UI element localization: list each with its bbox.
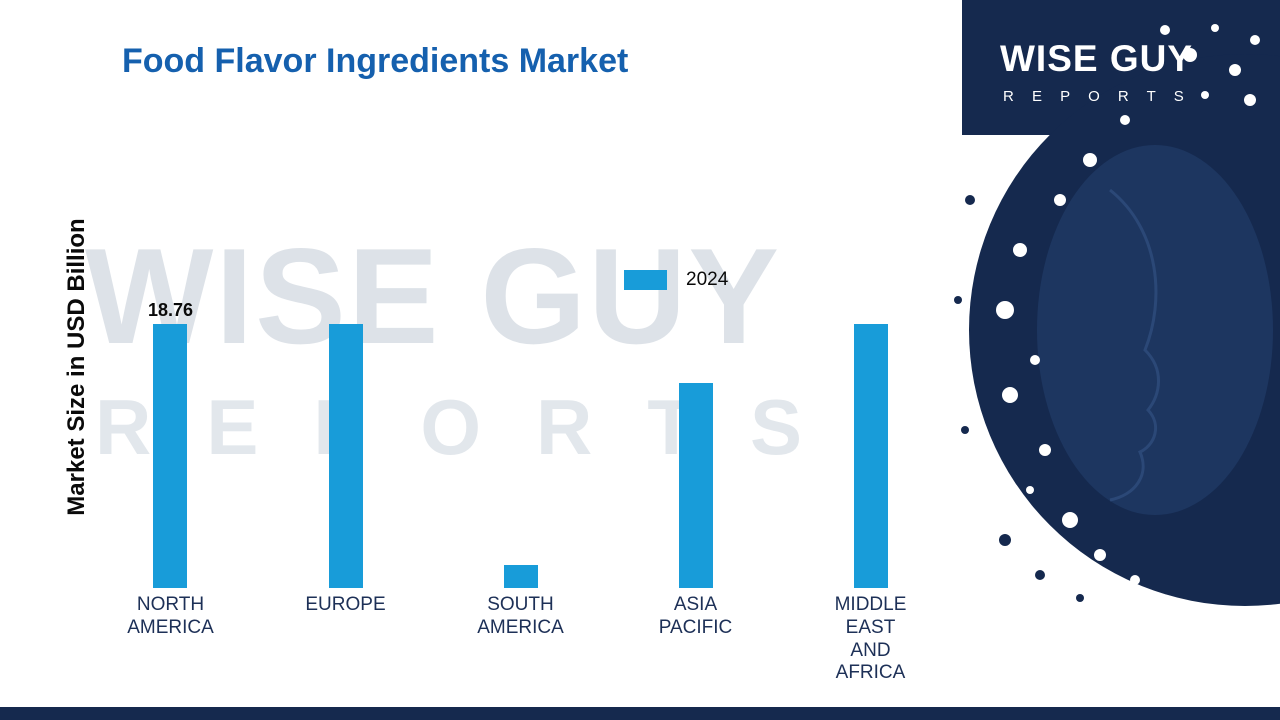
x-tick-label: MIDDLE EAST AND AFRICA xyxy=(834,594,907,684)
bar-group-asia-pacific: ASIA PACIFIC xyxy=(608,300,783,685)
legend: 2024 xyxy=(624,269,728,291)
head-silhouette xyxy=(1037,145,1273,515)
legend-swatch-2024 xyxy=(624,270,667,290)
x-tick-label: NORTH AMERICA xyxy=(127,594,214,638)
bar-plot: 18.76 NORTH AMERICA EUROPE SOUTH AMERICA ASI… xyxy=(83,300,958,685)
logo: WISE GUY R E P O R T S xyxy=(1000,38,1193,105)
bar-north-america xyxy=(153,324,188,588)
bar-zone xyxy=(503,300,538,588)
bar-zone: 18.76 xyxy=(148,300,193,588)
logo-wordmark: WISE GUY xyxy=(1000,38,1194,79)
bar-zone xyxy=(328,300,363,588)
bar-group-middle-east-and-africa: MIDDLE EAST AND AFRICA xyxy=(783,300,958,685)
bar-europe xyxy=(328,324,363,588)
x-tick-label: EUROPE xyxy=(305,594,386,615)
chart-title: Food Flavor Ingredients Market xyxy=(122,42,629,80)
bar-south-america xyxy=(503,565,538,588)
legend-label: 2024 xyxy=(686,269,729,290)
edge-dot-pattern xyxy=(954,195,1084,602)
bar-asia-pacific xyxy=(678,383,713,588)
bar-group-south-america: SOUTH AMERICA xyxy=(433,300,608,685)
bar-group-europe: EUROPE xyxy=(258,300,433,685)
x-tick-label: ASIA PACIFIC xyxy=(658,594,733,638)
logo-subtext: R E P O R T S xyxy=(1003,88,1191,105)
bar-middle-east-and-africa xyxy=(853,324,888,588)
bar-zone xyxy=(853,300,888,588)
face-profile-line xyxy=(1109,188,1160,502)
x-tick-label: SOUTH AMERICA xyxy=(477,594,564,638)
dot-pattern xyxy=(996,24,1260,585)
bar-value-label: 18.76 xyxy=(147,300,194,320)
bar-zone xyxy=(678,300,713,588)
brand-head-graphic xyxy=(954,0,1280,606)
footer-bar xyxy=(0,707,1280,720)
bar-group-north-america: 18.76 NORTH AMERICA xyxy=(83,300,258,685)
